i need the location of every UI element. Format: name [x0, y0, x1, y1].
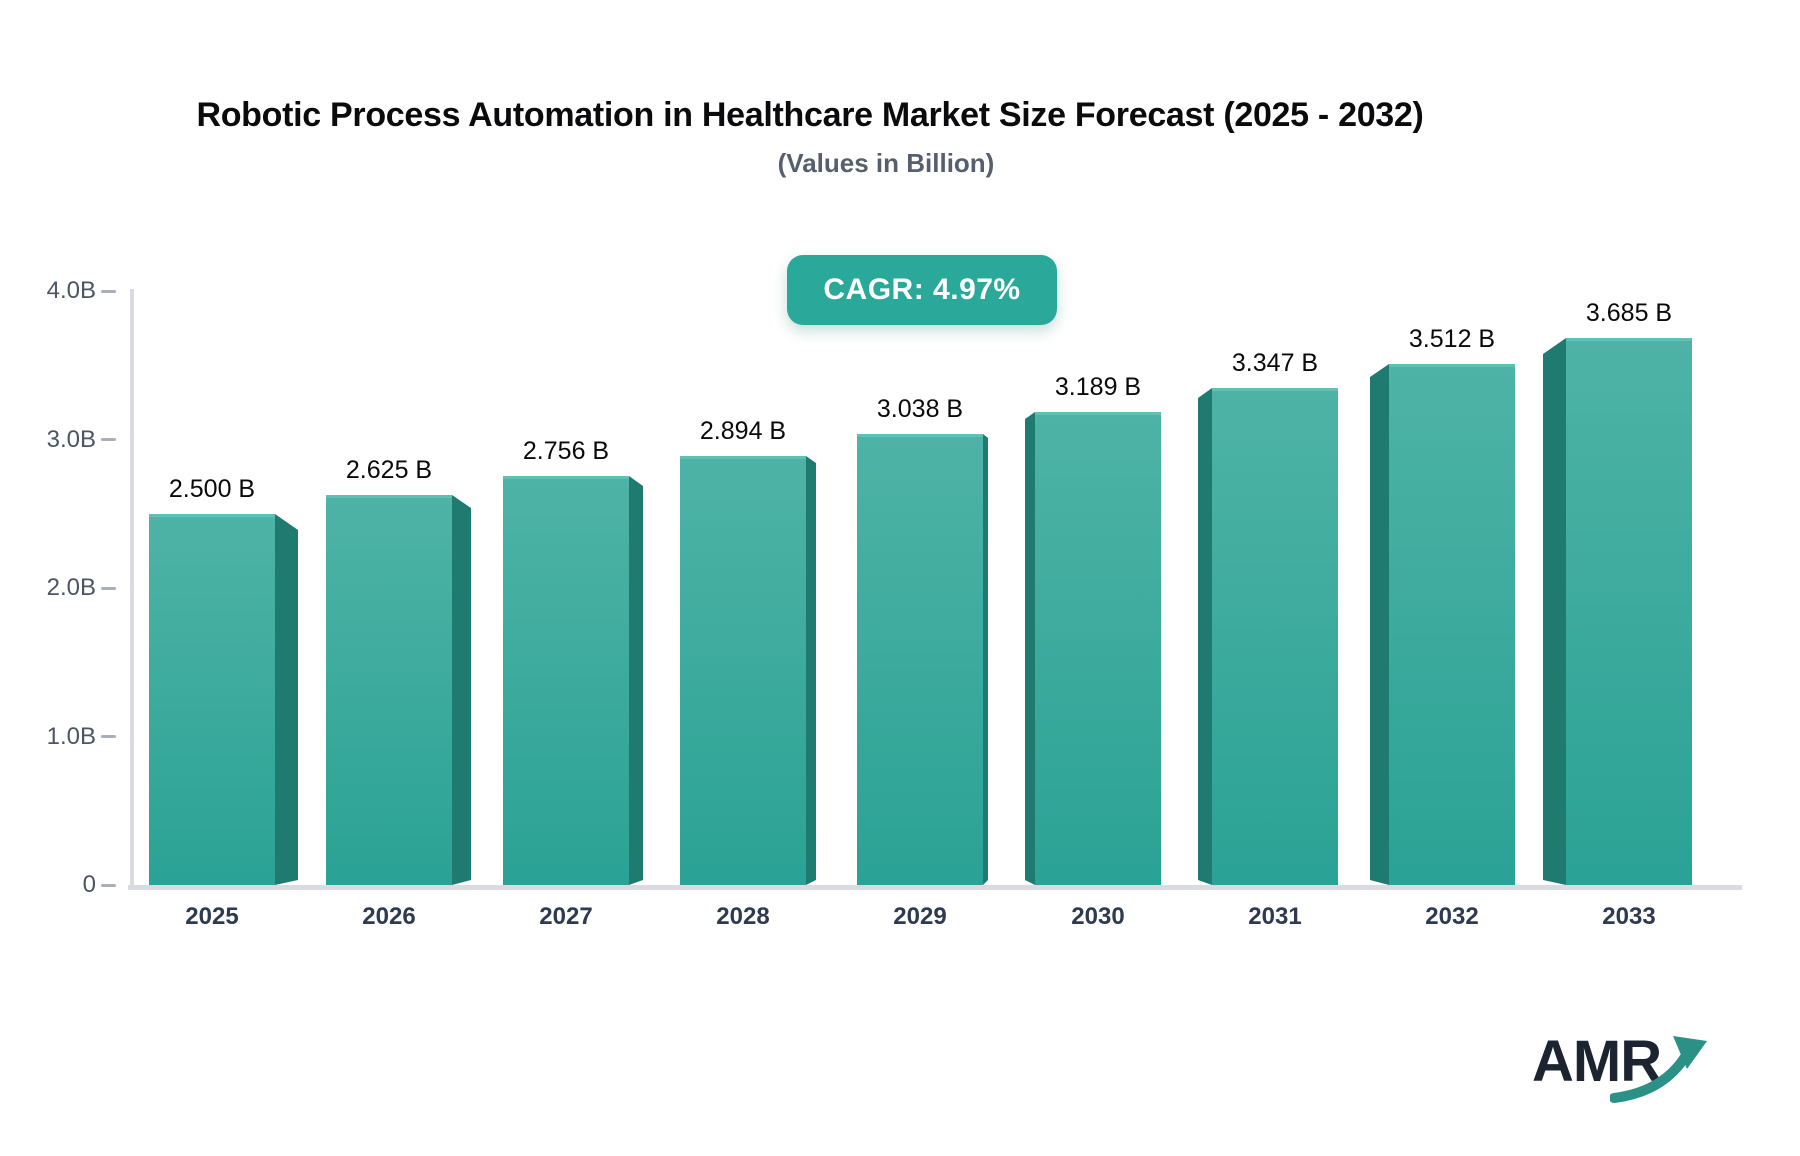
bar-2025[interactable]	[149, 514, 275, 885]
x-tick-label: 2031	[1248, 903, 1302, 930]
bar-2029[interactable]	[857, 434, 983, 885]
x-tick-label: 2029	[893, 903, 947, 930]
y-tick-dash	[101, 289, 116, 293]
y-tick-label: 4.0B	[46, 277, 96, 305]
bar-value-label: 3.189 B	[1054, 373, 1142, 401]
y-tick-label: 3.0B	[46, 425, 96, 453]
y-tick-dash	[101, 883, 116, 887]
bar-side-2026	[452, 495, 471, 885]
bar-2030[interactable]	[1035, 412, 1161, 885]
bar-value-label: 2.625 B	[345, 456, 433, 484]
amr-logo-text: AMR	[1532, 1029, 1662, 1094]
chart-title: Robotic Process Automation in Healthcare…	[196, 96, 1424, 134]
bar-side-2033	[1543, 338, 1566, 885]
y-tick-dash	[101, 735, 116, 739]
x-tick-label: 2028	[716, 903, 770, 930]
growth-arrow-icon	[1610, 1036, 1707, 1103]
bar-value-label: 3.347 B	[1231, 349, 1319, 377]
bar-2031[interactable]	[1212, 388, 1338, 885]
cagr-badge: CAGR: 4.97%	[787, 255, 1057, 325]
bar-side-2027	[629, 476, 643, 885]
y-axis-line	[130, 289, 134, 888]
x-tick-label: 2026	[362, 903, 416, 930]
bar-value-label: 3.038 B	[876, 395, 964, 423]
amr-logo: AMR	[1532, 1032, 1722, 1107]
bar-value-label: 2.756 B	[522, 437, 610, 465]
bar-side-2030	[1025, 412, 1035, 885]
bar-2026[interactable]	[326, 495, 452, 885]
y-tick-label: 2.0B	[46, 574, 96, 602]
bar-2032[interactable]	[1389, 364, 1515, 885]
bar-value-label: 3.512 B	[1408, 325, 1496, 353]
bar-side-2029	[983, 434, 988, 885]
x-tick-label: 2027	[539, 903, 593, 930]
bar-side-2025	[275, 514, 298, 885]
y-tick-dash	[101, 438, 116, 442]
x-tick-label: 2030	[1071, 903, 1125, 930]
bar-side-2028	[806, 456, 816, 885]
bar-value-label: 2.500 B	[168, 475, 256, 503]
bar-side-2031	[1198, 388, 1212, 885]
x-axis-line	[128, 885, 1742, 890]
bar-2033[interactable]	[1566, 338, 1692, 885]
bar-value-label: 2.894 B	[699, 417, 787, 445]
x-tick-label: 2025	[185, 903, 239, 930]
x-tick-label: 2033	[1602, 903, 1656, 930]
bar-2027[interactable]	[503, 476, 629, 885]
bar-2028[interactable]	[680, 456, 806, 885]
bar-value-label: 3.685 B	[1585, 299, 1673, 327]
bar-side-2032	[1370, 364, 1389, 885]
chart-subtitle: (Values in Billion)	[777, 148, 995, 178]
x-tick-label: 2032	[1425, 903, 1479, 930]
y-tick-label: 0	[82, 871, 96, 898]
y-tick-label: 1.0B	[46, 722, 96, 750]
y-tick-dash	[101, 586, 116, 590]
